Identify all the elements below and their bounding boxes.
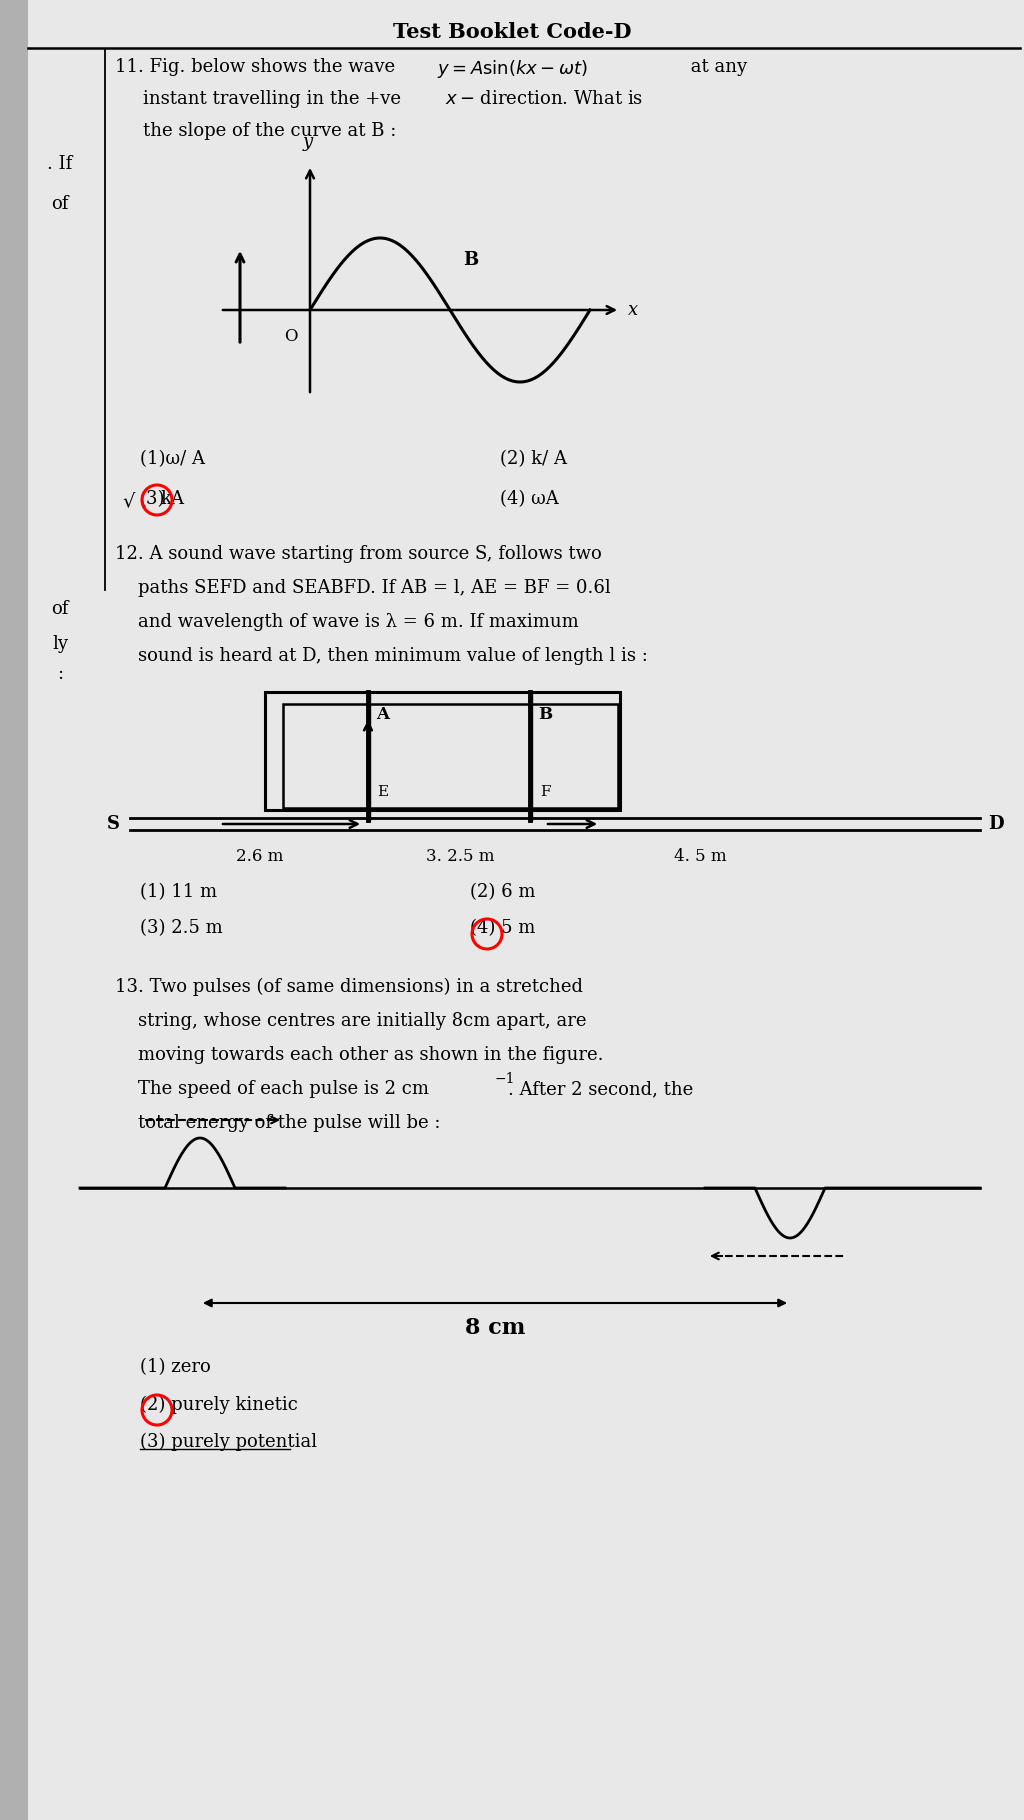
Text: 4. 5 m: 4. 5 m (674, 848, 726, 864)
Text: (2) 6 m: (2) 6 m (470, 883, 536, 901)
Text: B: B (464, 251, 479, 269)
Text: y: y (303, 133, 313, 151)
Text: ly: ly (52, 635, 68, 653)
Text: (2) k/ A: (2) k/ A (500, 450, 567, 468)
Text: moving towards each other as shown in the figure.: moving towards each other as shown in th… (115, 1046, 603, 1065)
Text: O: O (285, 328, 298, 346)
Text: E: E (378, 784, 388, 799)
Text: (3) 2.5 m: (3) 2.5 m (140, 919, 223, 937)
Text: D: D (988, 815, 1004, 834)
Text: A: A (377, 706, 389, 723)
Bar (283, 704, 618, 808)
Text: (2) purely kinetic: (2) purely kinetic (140, 1396, 298, 1414)
Text: $y = A\sin(kx - \omega t)$: $y = A\sin(kx - \omega t)$ (437, 58, 588, 80)
Text: $x$: $x$ (445, 89, 459, 107)
Text: S: S (106, 815, 120, 834)
Text: . After 2 second, the: . After 2 second, the (508, 1079, 693, 1097)
Text: $-$ direction. What is: $-$ direction. What is (459, 89, 643, 107)
Text: (1) 11 m: (1) 11 m (140, 883, 217, 901)
Text: of: of (51, 601, 69, 619)
Text: (1) zero: (1) zero (140, 1358, 211, 1376)
Text: the slope of the curve at B :: the slope of the curve at B : (143, 122, 396, 140)
Text: string, whose centres are initially 8cm apart, are: string, whose centres are initially 8cm … (115, 1012, 587, 1030)
Text: :: : (57, 664, 63, 682)
Text: (4) ωA: (4) ωA (500, 490, 559, 508)
Text: sound is heard at D, then minimum value of length l is :: sound is heard at D, then minimum value … (115, 646, 648, 664)
Text: instant travelling in the +ve: instant travelling in the +ve (143, 89, 407, 107)
Text: x: x (628, 300, 638, 318)
Text: F: F (540, 784, 550, 799)
Text: (3): (3) (140, 490, 166, 508)
Text: (1)ω/ A: (1)ω/ A (140, 450, 205, 468)
Text: . If: . If (47, 155, 73, 173)
Text: of: of (51, 195, 69, 213)
Text: 11. Fig. below shows the wave: 11. Fig. below shows the wave (115, 58, 400, 76)
Text: 8 cm: 8 cm (465, 1318, 525, 1340)
Text: 2.6 m: 2.6 m (237, 848, 284, 864)
Text: total energy of the pulse will be :: total energy of the pulse will be : (115, 1114, 440, 1132)
Text: √: √ (122, 491, 134, 510)
Text: (3) purely potential: (3) purely potential (140, 1432, 317, 1451)
Text: paths SEFD and SEABFD. If AB = l, AE = BF = 0.6l: paths SEFD and SEABFD. If AB = l, AE = B… (115, 579, 610, 597)
Text: Test Booklet Code-D: Test Booklet Code-D (393, 22, 631, 42)
Text: kA: kA (160, 490, 184, 508)
Text: B: B (538, 706, 552, 723)
Text: at any: at any (685, 58, 748, 76)
Text: and wavelength of wave is λ = 6 m. If maximum: and wavelength of wave is λ = 6 m. If ma… (115, 613, 579, 632)
Bar (265, 692, 620, 810)
Text: The speed of each pulse is 2 cm: The speed of each pulse is 2 cm (115, 1079, 429, 1097)
Bar (0, 0, 28, 1820)
Text: 3. 2.5 m: 3. 2.5 m (426, 848, 495, 864)
Text: 12. A sound wave starting from source S, follows two: 12. A sound wave starting from source S,… (115, 544, 602, 562)
Text: −1: −1 (495, 1072, 515, 1087)
Text: (4) 5 m: (4) 5 m (470, 919, 536, 937)
Text: 13. Two pulses (of same dimensions) in a stretched: 13. Two pulses (of same dimensions) in a… (115, 977, 583, 996)
